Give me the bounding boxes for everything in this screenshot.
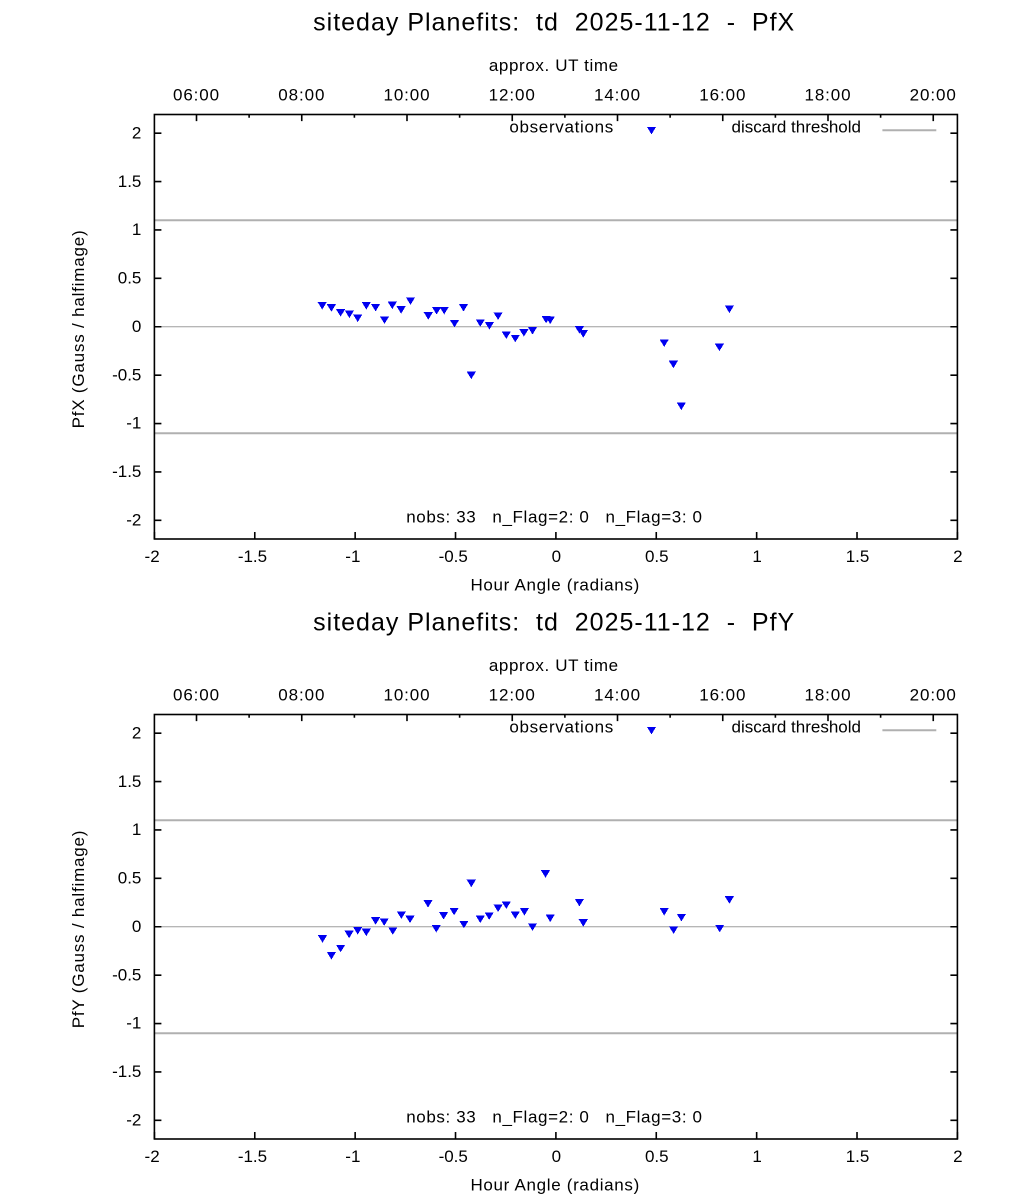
svg-text:06:00: 06:00 — [173, 85, 220, 104]
svg-text:20:00: 20:00 — [910, 85, 957, 104]
svg-text:18:00: 18:00 — [804, 85, 851, 104]
svg-text:-1: -1 — [345, 1147, 360, 1166]
svg-text:2: 2 — [953, 1147, 962, 1166]
svg-text:-2: -2 — [126, 511, 141, 530]
svg-text:-1.5: -1.5 — [238, 547, 267, 566]
svg-text:0.5: 0.5 — [118, 869, 142, 888]
svg-text:siteday Planefits: td 2025-1: siteday Planefits: td 2025-11-12 - PfX — [313, 9, 795, 37]
svg-text:-2: -2 — [145, 547, 160, 566]
svg-text:2: 2 — [132, 723, 141, 742]
svg-text:1: 1 — [752, 1147, 761, 1166]
svg-text:nobs: 33 n_Flag=2: 0 n_Fla: nobs: 33 n_Flag=2: 0 n_Flag=3: 0 — [406, 1107, 702, 1126]
svg-text:08:00: 08:00 — [278, 685, 325, 704]
svg-text:siteday Planefits: td 2025-1: siteday Planefits: td 2025-11-12 - PfY — [313, 609, 795, 637]
svg-text:0: 0 — [552, 547, 561, 566]
svg-text:approx. UT time: approx. UT time — [489, 656, 619, 675]
svg-text:observations: observations — [509, 118, 614, 137]
svg-text:14:00: 14:00 — [594, 685, 641, 704]
svg-text:12:00: 12:00 — [489, 85, 536, 104]
svg-text:1: 1 — [132, 820, 141, 839]
svg-text:-1: -1 — [126, 414, 141, 433]
svg-text:12:00: 12:00 — [489, 685, 536, 704]
svg-text:0: 0 — [552, 1147, 561, 1166]
svg-text:-0.5: -0.5 — [112, 965, 141, 984]
svg-text:-1.5: -1.5 — [238, 1147, 267, 1166]
svg-text:nobs: 33 n_Flag=2: 0 n_Fla: nobs: 33 n_Flag=2: 0 n_Flag=3: 0 — [406, 507, 702, 526]
svg-text:18:00: 18:00 — [804, 685, 851, 704]
svg-text:1.5: 1.5 — [118, 772, 142, 791]
svg-text:observations: observations — [509, 718, 614, 737]
svg-text:-1.5: -1.5 — [112, 462, 141, 481]
svg-text:Hour Angle (radians): Hour Angle (radians) — [470, 576, 640, 595]
svg-text:1.5: 1.5 — [846, 1147, 870, 1166]
svg-text:10:00: 10:00 — [383, 685, 430, 704]
svg-text:14:00: 14:00 — [594, 85, 641, 104]
svg-text:PfY (Gauss / halfimage): PfY (Gauss / halfimage) — [69, 830, 88, 1029]
svg-text:-1: -1 — [126, 1014, 141, 1033]
svg-text:1.5: 1.5 — [118, 172, 142, 191]
svg-text:PfX (Gauss / halfimage): PfX (Gauss / halfimage) — [69, 230, 88, 429]
svg-text:2: 2 — [953, 547, 962, 566]
svg-text:16:00: 16:00 — [699, 685, 746, 704]
svg-text:1.5: 1.5 — [846, 547, 870, 566]
svg-text:2: 2 — [132, 123, 141, 142]
svg-text:1: 1 — [752, 547, 761, 566]
svg-text:-0.5: -0.5 — [439, 1147, 468, 1166]
svg-text:-1.5: -1.5 — [112, 1062, 141, 1081]
svg-text:-0.5: -0.5 — [112, 365, 141, 384]
svg-text:-1: -1 — [345, 547, 360, 566]
svg-text:-0.5: -0.5 — [439, 547, 468, 566]
svg-text:0.5: 0.5 — [645, 547, 669, 566]
svg-text:0: 0 — [132, 917, 141, 936]
svg-text:08:00: 08:00 — [278, 85, 325, 104]
svg-text:0.5: 0.5 — [118, 269, 142, 288]
svg-text:discard threshold: discard threshold — [732, 118, 861, 137]
svg-text:approx. UT time: approx. UT time — [489, 56, 619, 75]
svg-text:1: 1 — [132, 220, 141, 239]
svg-text:10:00: 10:00 — [383, 85, 430, 104]
svg-text:16:00: 16:00 — [699, 85, 746, 104]
svg-text:0.5: 0.5 — [645, 1147, 669, 1166]
svg-text:Hour Angle (radians): Hour Angle (radians) — [470, 1176, 640, 1195]
svg-text:-2: -2 — [126, 1111, 141, 1130]
svg-text:-2: -2 — [145, 1147, 160, 1166]
svg-text:0: 0 — [132, 317, 141, 336]
svg-text:20:00: 20:00 — [910, 685, 957, 704]
svg-text:discard threshold: discard threshold — [732, 718, 861, 737]
svg-text:06:00: 06:00 — [173, 685, 220, 704]
